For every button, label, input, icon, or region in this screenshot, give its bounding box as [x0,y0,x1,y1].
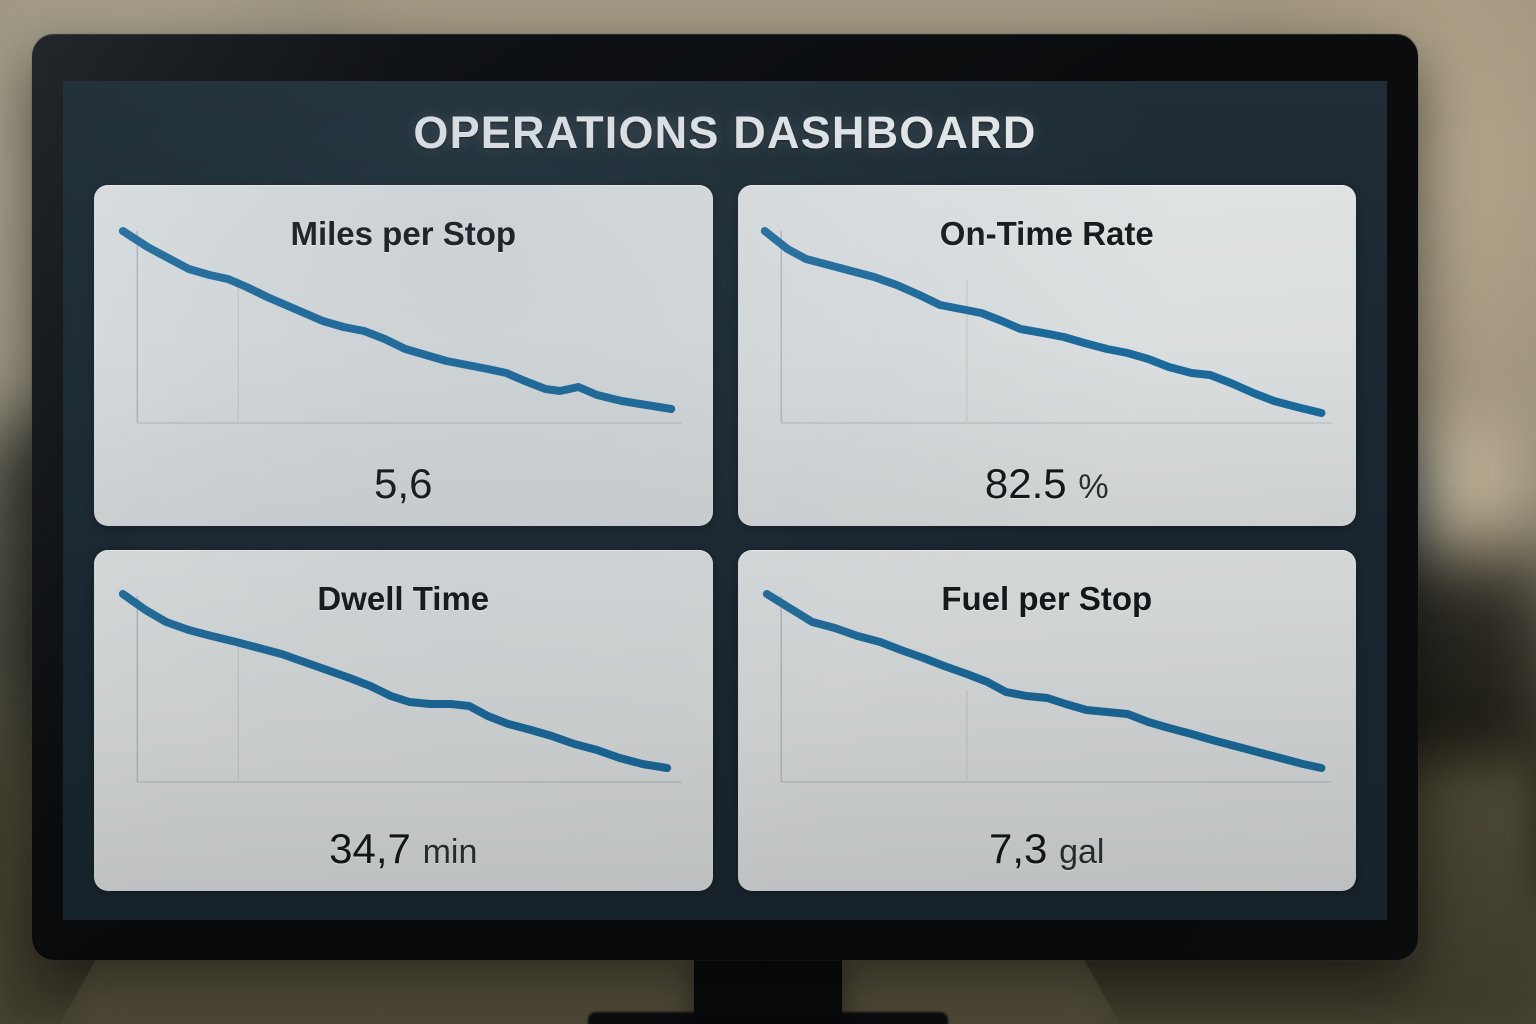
sparkline-chart-dwell-time [94,574,713,822]
kpi-card-grid: Miles per Stop 5,6 [63,185,1387,920]
kpi-card-title: Fuel per Stop [941,580,1153,617]
kpi-value-number: 5,6 [374,460,433,507]
data-line [764,231,1321,413]
dashboard: OPERATIONS DASHBOARD Miles per Stop [63,81,1387,920]
sparkline-chart-fuel-per-stop [738,574,1357,822]
page-title: OPERATIONS DASHBOARD [413,107,1037,158]
kpi-value-unit: min [422,833,478,871]
monitor-bezel: OPERATIONS DASHBOARD Miles per Stop [32,34,1418,960]
data-line [766,594,1321,768]
monitor-stand-neck [694,955,842,1024]
kpi-card-value: 5,6 [374,460,432,508]
kpi-value-unit: gal [1059,833,1105,871]
data-line [123,231,671,409]
kpi-card-title: On-Time Rate [939,215,1154,252]
kpi-value-number: 7,3 [989,825,1048,872]
kpi-card-value: 82.5 % [985,460,1109,508]
data-line [123,594,667,768]
kpi-value-number: 34,7 [329,825,411,872]
kpi-card-title: Dwell Time [317,580,490,617]
monitor-screen: OPERATIONS DASHBOARD Miles per Stop [63,81,1387,920]
kpi-value-unit: % [1078,468,1109,506]
kpi-card-value: 7,3 gal [989,825,1104,873]
sparkline-chart-on-time-rate [738,209,1357,457]
kpi-card-on-time-rate[interactable]: On-Time Rate 82.5 % [737,185,1357,526]
kpi-card-miles-per-stop[interactable]: Miles per Stop 5,6 [94,185,713,526]
kpi-card-dwell-time[interactable]: Dwell Time 34,7 min [94,550,713,891]
kpi-card-value: 34,7 min [329,825,477,873]
kpi-card-fuel-per-stop[interactable]: Fuel per Stop 7,3 gal [737,550,1357,891]
kpi-value-number: 82.5 [984,460,1067,507]
kpi-card-title: Miles per Stop [290,215,517,252]
sparkline-chart-miles-per-stop [94,209,713,457]
